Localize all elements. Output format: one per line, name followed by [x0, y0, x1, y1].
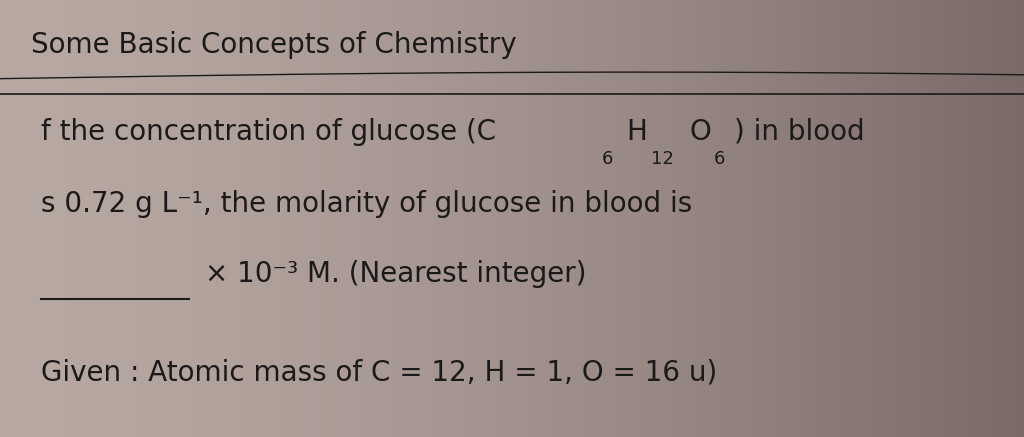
Text: Given : Atomic mass of C = 12, H = 1, O = 16 u): Given : Atomic mass of C = 12, H = 1, O … — [41, 358, 717, 386]
Text: 6: 6 — [714, 150, 725, 168]
Text: ) in blood: ) in blood — [734, 118, 865, 146]
Text: 12: 12 — [651, 150, 674, 168]
Text: 6: 6 — [602, 150, 613, 168]
Text: Some Basic Concepts of Chemistry: Some Basic Concepts of Chemistry — [31, 31, 516, 59]
Text: H: H — [627, 118, 647, 146]
Text: O: O — [689, 118, 711, 146]
Text: s 0.72 g L⁻¹, the molarity of glucose in blood is: s 0.72 g L⁻¹, the molarity of glucose in… — [41, 190, 692, 218]
Text: × 10⁻³ M. (Nearest integer): × 10⁻³ M. (Nearest integer) — [205, 260, 587, 288]
Text: f the concentration of glucose (C: f the concentration of glucose (C — [41, 118, 496, 146]
